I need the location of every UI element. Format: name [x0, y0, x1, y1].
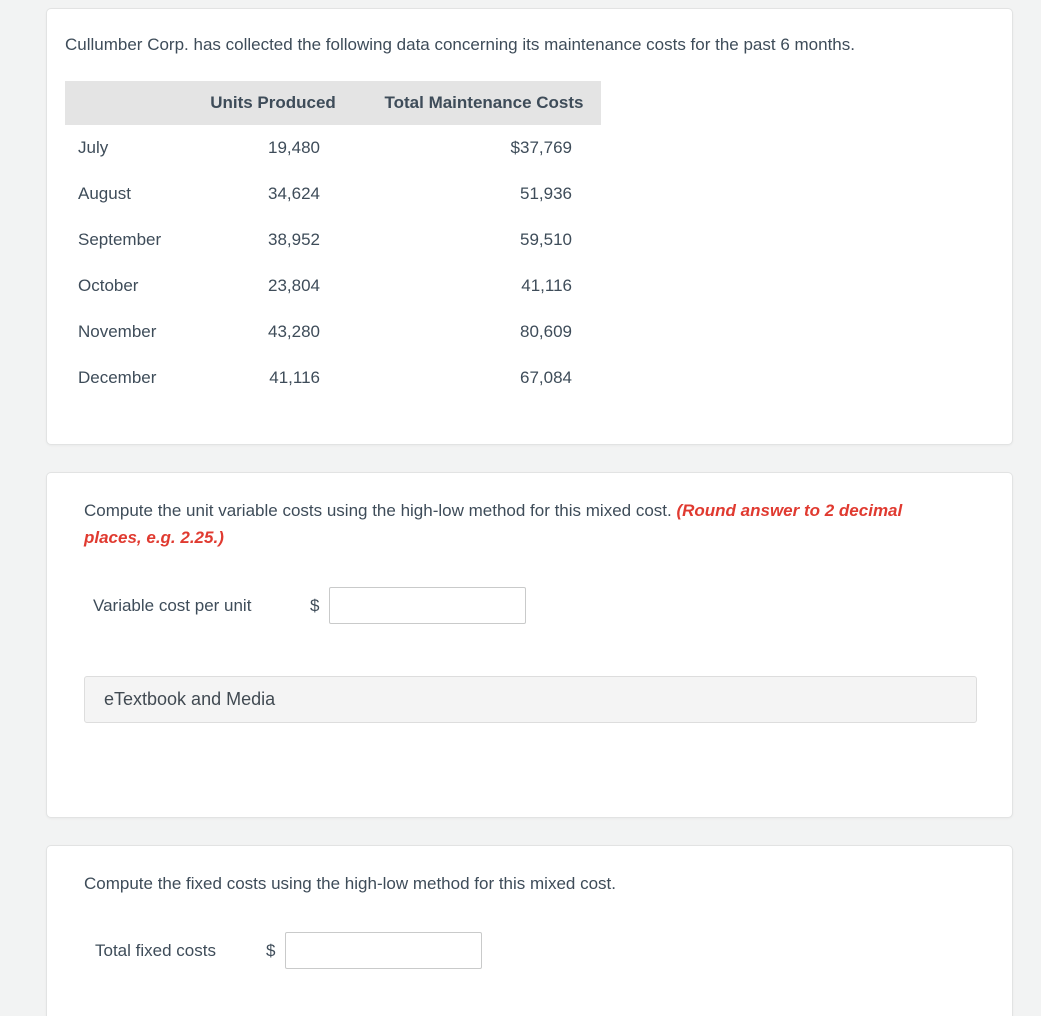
row-units: 38,952: [268, 230, 320, 249]
fixed-cost-card: Compute the fixed costs using the high-l…: [46, 845, 1013, 1016]
row-month: August: [78, 184, 131, 203]
table-row: September 38,952 59,510: [65, 217, 601, 263]
row-month: July: [78, 138, 109, 157]
fixed-cost-field-row: Total fixed costs $: [84, 932, 976, 969]
etextbook-button-label: eTextbook and Media: [104, 689, 276, 709]
row-month: December: [78, 368, 157, 387]
row-cost: 80,609: [520, 322, 572, 341]
row-month: September: [78, 230, 162, 249]
row-units: 34,624: [268, 184, 320, 203]
row-cost: 67,084: [520, 368, 572, 387]
table-row: December 41,116 67,084: [65, 355, 601, 401]
maintenance-costs-table: Units Produced Total Maintenance Costs J…: [65, 81, 601, 401]
row-units: 19,480: [268, 138, 320, 157]
fixed-cost-input[interactable]: [285, 932, 483, 969]
table-row: July 19,480 $37,769: [65, 125, 601, 171]
prompt-text: Compute the unit variable costs using th…: [84, 501, 677, 520]
problem-data-card: Cullumber Corp. has collected the follow…: [46, 8, 1013, 445]
variable-cost-field-row: Variable cost per unit $: [84, 587, 976, 624]
etextbook-and-media-button[interactable]: eTextbook and Media: [84, 676, 977, 723]
row-cost: 59,510: [520, 230, 572, 249]
row-units: 23,804: [268, 276, 320, 295]
dollar-sign: $: [266, 940, 276, 960]
variable-cost-label: Variable cost per unit: [93, 595, 252, 615]
table-row: August 34,624 51,936: [65, 171, 601, 217]
row-cost: $37,769: [510, 138, 572, 157]
fixed-cost-label: Total fixed costs: [95, 940, 216, 960]
row-cost: 51,936: [520, 184, 572, 203]
variable-cost-input[interactable]: [329, 587, 527, 624]
row-cost: 41,116: [521, 276, 572, 295]
row-units: 41,116: [269, 368, 320, 387]
row-month: November: [78, 322, 157, 341]
fixed-cost-prompt: Compute the fixed costs using the high-l…: [84, 874, 616, 893]
row-month: October: [78, 276, 139, 295]
table-header-costs: Total Maintenance Costs: [384, 93, 584, 112]
table-row: November 43,280 80,609: [65, 309, 601, 355]
table-header-row: Units Produced Total Maintenance Costs: [65, 81, 601, 125]
table-row: October 23,804 41,116: [65, 263, 601, 309]
row-units: 43,280: [268, 322, 320, 341]
variable-cost-prompt: Compute the unit variable costs using th…: [84, 497, 929, 551]
dollar-sign: $: [310, 595, 320, 615]
problem-statement: Cullumber Corp. has collected the follow…: [65, 35, 855, 54]
rounding-instruction: (Round answer to 2 decimal places, e.g. …: [84, 501, 903, 547]
variable-cost-card: Compute the unit variable costs using th…: [46, 472, 1013, 818]
table-header-units: Units Produced: [210, 93, 336, 112]
